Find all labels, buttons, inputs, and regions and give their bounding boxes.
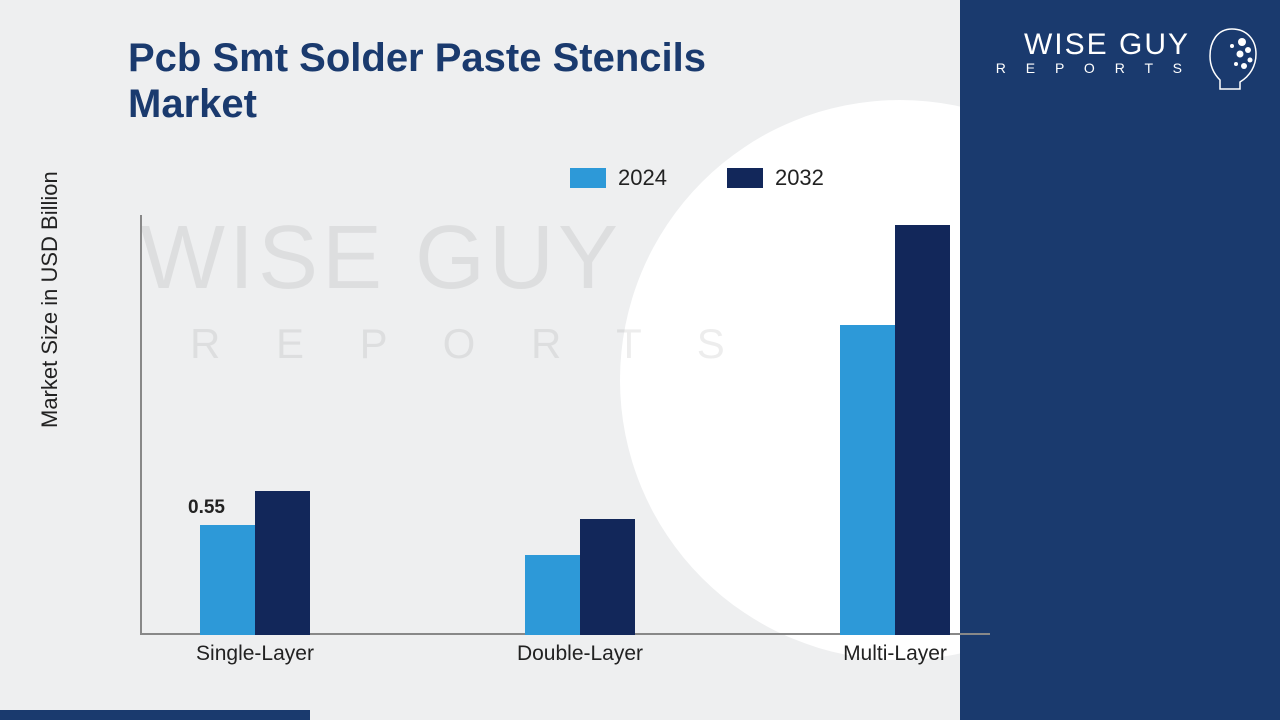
bar-group [525, 519, 635, 635]
bar-group [200, 491, 310, 635]
bar [525, 555, 580, 635]
y-axis-line [140, 215, 142, 635]
legend-item-2024: 2024 [570, 165, 667, 191]
logo-sub-text: R E P O R T S [996, 60, 1190, 76]
legend-swatch-2024 [570, 168, 606, 188]
chart-title: Pcb Smt Solder Paste Stencils Market [128, 35, 828, 127]
x-axis-label: Single-Layer [190, 641, 320, 666]
logo-head-icon [1202, 24, 1262, 94]
legend-label-2032: 2032 [775, 165, 824, 191]
plot-area: 0.55Single-LayerDouble-LayerMulti-Layer [140, 215, 990, 635]
bar [840, 325, 895, 635]
legend: 2024 2032 [570, 165, 824, 191]
bar [895, 225, 950, 635]
right-brand-panel [960, 0, 1280, 720]
x-axis-label: Double-Layer [515, 641, 645, 666]
bar [580, 519, 635, 635]
bar [200, 525, 255, 635]
legend-swatch-2032 [727, 168, 763, 188]
y-axis-label: Market Size in USD Billion [37, 171, 63, 428]
legend-item-2032: 2032 [727, 165, 824, 191]
x-axis-label: Multi-Layer [830, 641, 960, 666]
logo-main-text: WISE GUY [996, 28, 1190, 62]
bar-group [840, 225, 950, 635]
chart-area: Market Size in USD Billion 2024 2032 0.5… [100, 155, 1000, 685]
brand-logo: WISE GUY R E P O R T S [996, 28, 1190, 76]
legend-label-2024: 2024 [618, 165, 667, 191]
bar [255, 491, 310, 635]
bottom-accent-bar [0, 710, 310, 720]
